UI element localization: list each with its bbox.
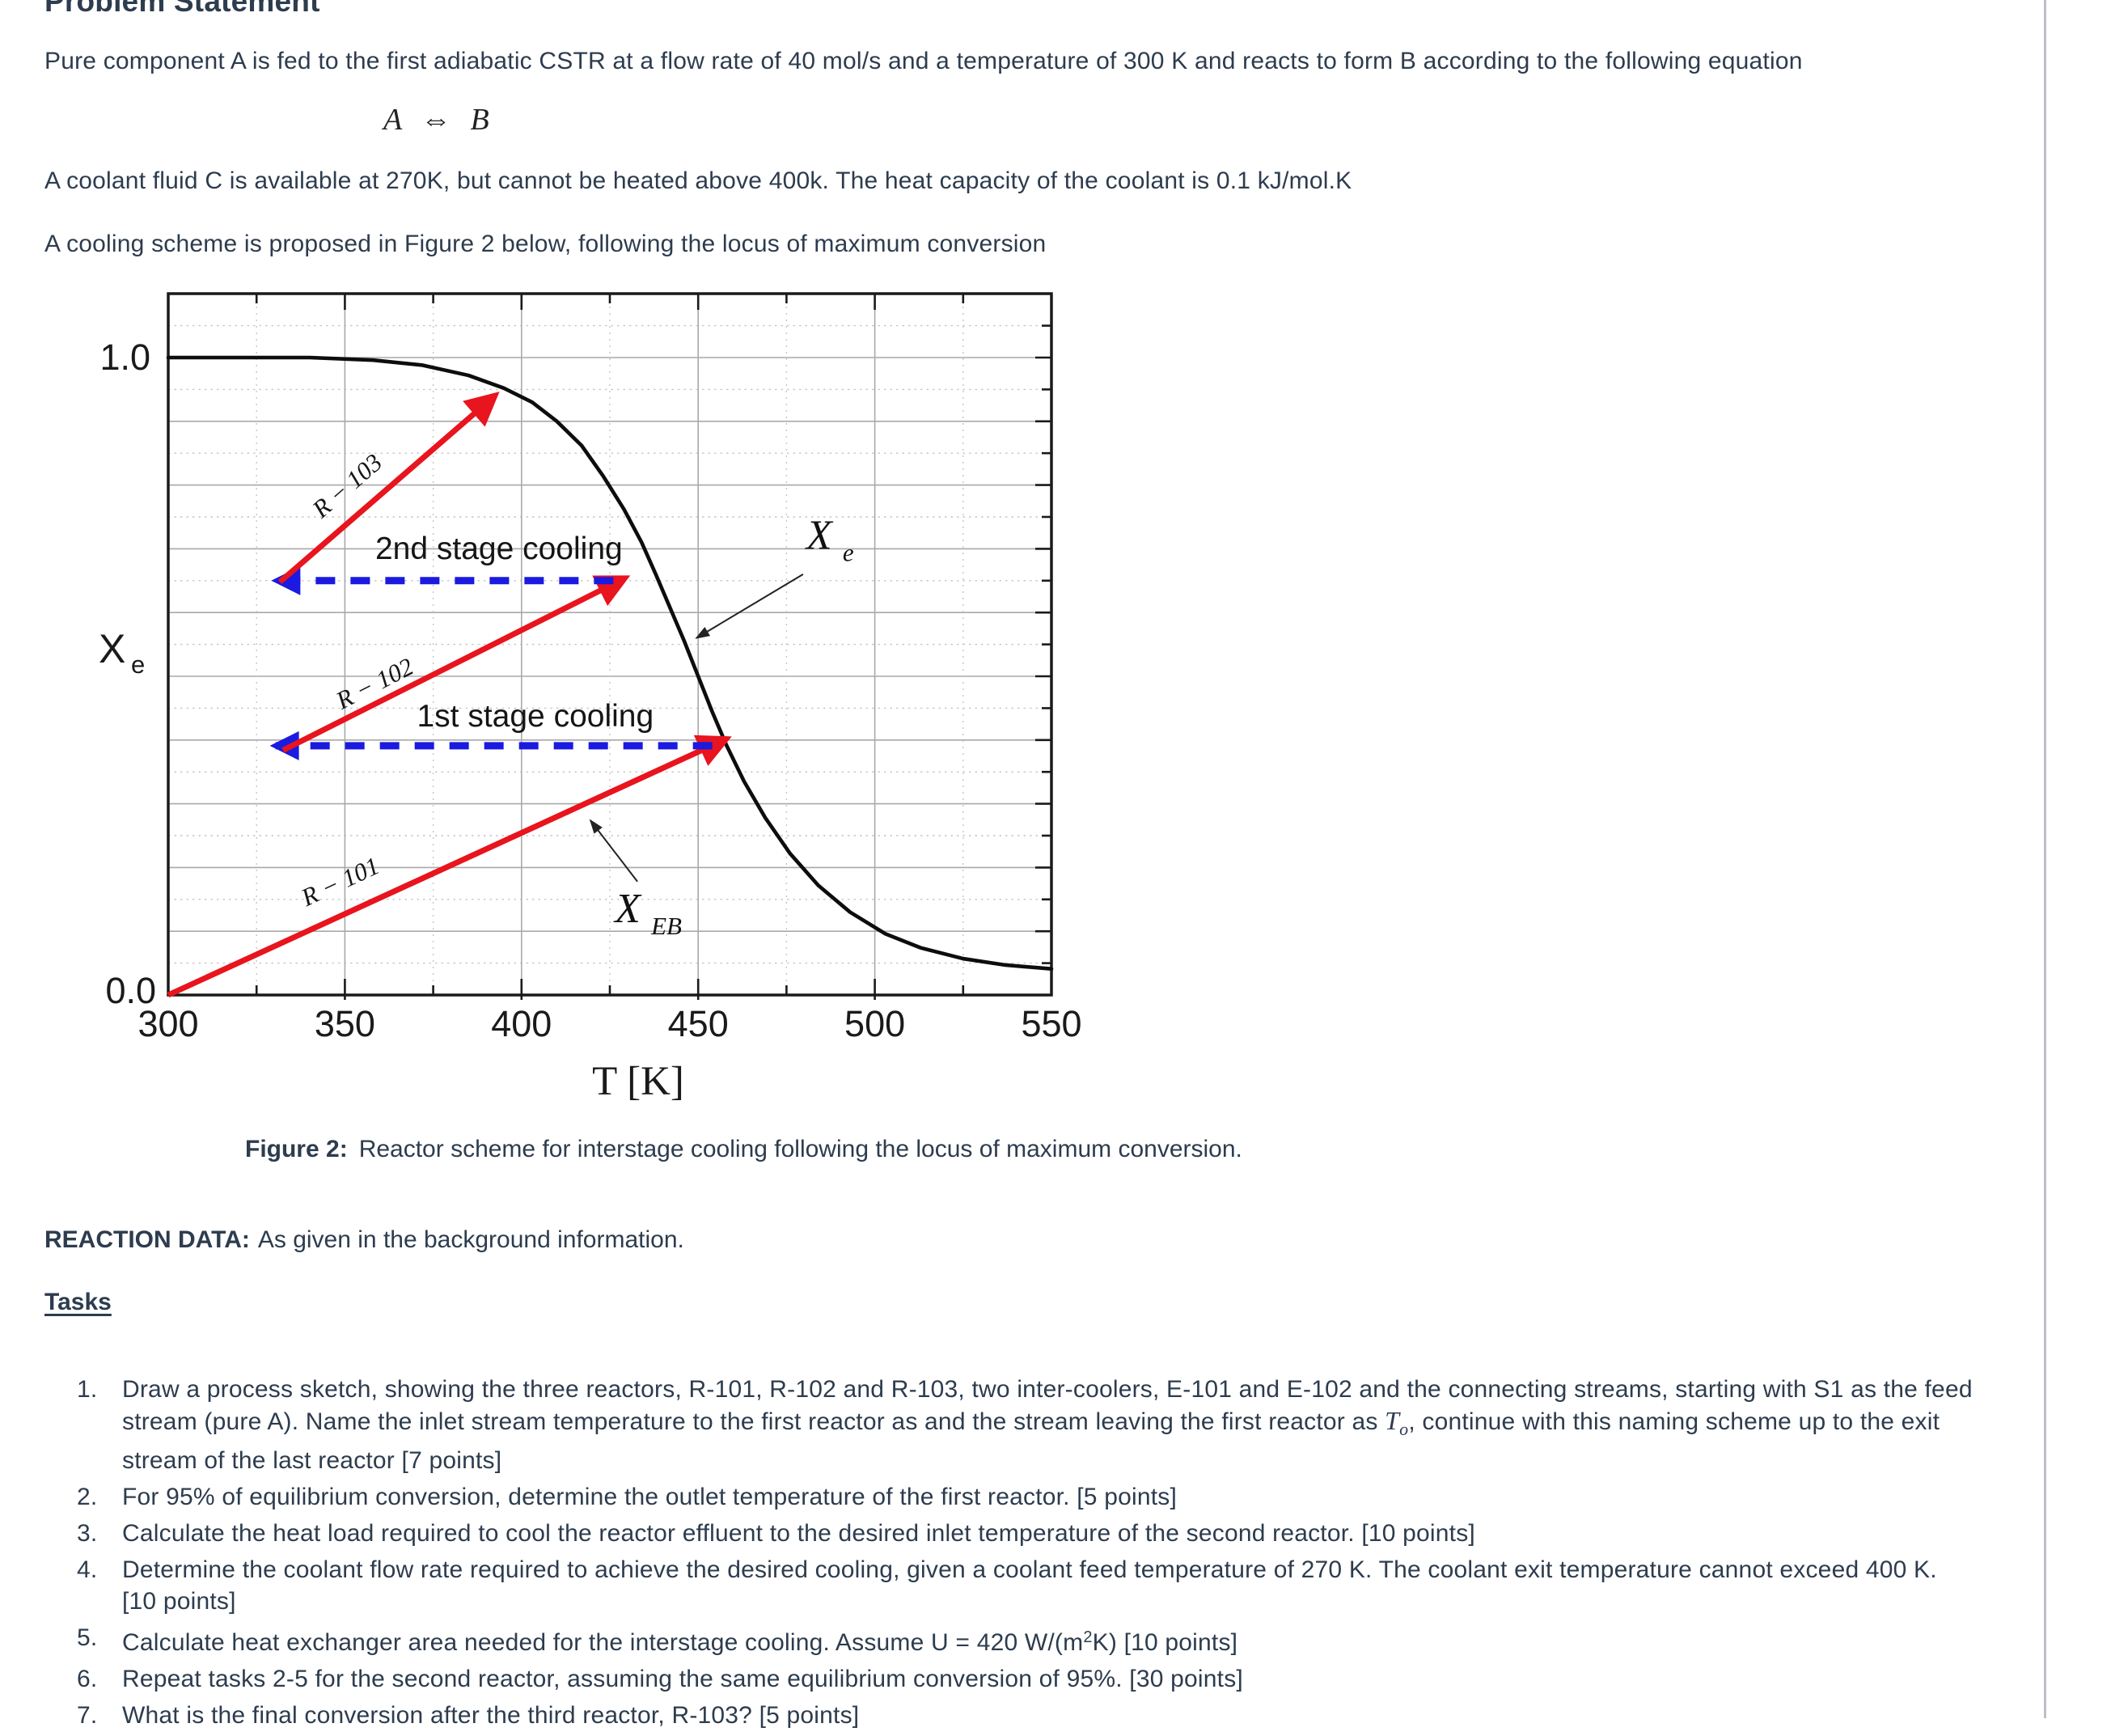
stage1-cooling-label: 1st stage cooling bbox=[417, 699, 654, 734]
y-axis-title: X bbox=[99, 626, 125, 671]
task-number: 2. bbox=[77, 1484, 98, 1510]
inline-math-subscript: o bbox=[1399, 1419, 1409, 1439]
xeb-annotation-pointer-arrow bbox=[589, 819, 638, 883]
inline-superscript: 2 bbox=[1083, 1628, 1093, 1646]
reaction-data-label: REACTION DATA: bbox=[44, 1226, 250, 1253]
task-text: Calculate the heat load required to cool… bbox=[122, 1520, 1475, 1547]
equilibrium-curve bbox=[166, 355, 1054, 971]
paragraph-problem: Pure component A is fed to the first adi… bbox=[44, 48, 1803, 74]
figure-caption-label: Figure 2: bbox=[245, 1136, 348, 1162]
task-number: 6. bbox=[77, 1666, 98, 1692]
task-text: Repeat tasks 2-5 for the second reactor,… bbox=[122, 1666, 1243, 1692]
xe-annotation-subscript: e bbox=[843, 538, 854, 566]
xeb-annotation-subscript: EB bbox=[650, 912, 682, 940]
task-text: What is the final conversion after the t… bbox=[122, 1702, 860, 1729]
figure-caption-text: Reactor scheme for interstage cooling fo… bbox=[358, 1136, 1242, 1162]
task-number: 1. bbox=[77, 1376, 98, 1403]
task-number: 7. bbox=[77, 1702, 98, 1729]
y-axis-bottom-value: 0.0 bbox=[105, 970, 156, 1011]
pane-divider bbox=[2044, 0, 2046, 1718]
task-text: K) [10 points] bbox=[1092, 1629, 1238, 1656]
xe-annotation-main: X bbox=[805, 512, 834, 558]
paragraph-cooling-scheme: A cooling scheme is proposed in Figure 2… bbox=[44, 231, 1047, 257]
task-item-1: 1. Draw a process sketch, showing the thr… bbox=[77, 1374, 1978, 1476]
task-text: Draw a process sketch, showing the three… bbox=[122, 1376, 1973, 1435]
page-title: Problem Statement bbox=[44, 0, 320, 18]
task-item-5: 5. Calculate heat exchanger area needed f… bbox=[77, 1622, 1978, 1658]
plot-frame bbox=[167, 292, 1053, 997]
x-axis-tick-label: 350 bbox=[315, 1003, 375, 1044]
task-item-6: 6. Repeat tasks 2-5 for the second reacto… bbox=[77, 1663, 1978, 1695]
reaction-equation: A ⇔ B bbox=[383, 103, 492, 137]
x-axis-tick-label: 400 bbox=[491, 1003, 552, 1044]
figure-caption: Figure 2: Reactor scheme for interstage c… bbox=[245, 1136, 1242, 1163]
task-item-3: 3. Calculate the heat load required to co… bbox=[77, 1518, 1978, 1549]
R-103-adiabatic-line bbox=[277, 392, 500, 585]
r103-label: R − 103 bbox=[306, 448, 387, 524]
x-axis-tick-label: 500 bbox=[844, 1003, 905, 1044]
task-text: , continue with this naming scheme up to… bbox=[122, 1408, 1940, 1474]
x-axis-tick-label: 550 bbox=[1021, 1003, 1081, 1044]
task-number: 3. bbox=[77, 1520, 98, 1547]
task-text: Determine the coolant flow rate required… bbox=[122, 1556, 1937, 1615]
task-number: 4. bbox=[77, 1556, 98, 1583]
xeb-annotation-main: X bbox=[613, 886, 642, 932]
tasks-heading: Tasks bbox=[44, 1289, 112, 1315]
x-axis-tick-label: 300 bbox=[137, 1003, 198, 1044]
task-item-4: 4. Determine the coolant flow rate requir… bbox=[77, 1554, 1978, 1617]
inline-math: T bbox=[1385, 1406, 1400, 1435]
task-item-2: 2. For 95% of equilibrium conversion, det… bbox=[77, 1481, 1978, 1513]
task-item-7: 7. What is the final conversion after the… bbox=[77, 1700, 1978, 1731]
xe-annotation-pointer-arrow bbox=[695, 574, 804, 639]
tasks-list: 1. Draw a process sketch, showing the thr… bbox=[77, 1374, 1978, 1736]
R-102-adiabatic-line bbox=[281, 575, 631, 753]
R-101-adiabatic-line bbox=[167, 735, 732, 998]
y-axis-top-value: 1.0 bbox=[99, 337, 150, 378]
x-axis-tick-label: 450 bbox=[668, 1003, 729, 1044]
reaction-data-line: REACTION DATA: As given in the background… bbox=[44, 1226, 684, 1254]
stage2-cooling-label: 2nd stage cooling bbox=[375, 531, 623, 566]
task-text: For 95% of equilibrium conversion, deter… bbox=[122, 1484, 1177, 1510]
task-number: 5. bbox=[77, 1624, 98, 1651]
x-axis-title: T [K] bbox=[592, 1059, 684, 1104]
y-axis-title-subscript: e bbox=[131, 650, 145, 679]
task-text: Calculate heat exchanger area needed for… bbox=[122, 1629, 1084, 1656]
paragraph-coolant: A coolant fluid C is available at 270K, … bbox=[44, 167, 1352, 194]
reaction-data-text: As given in the background information. bbox=[257, 1226, 684, 1253]
